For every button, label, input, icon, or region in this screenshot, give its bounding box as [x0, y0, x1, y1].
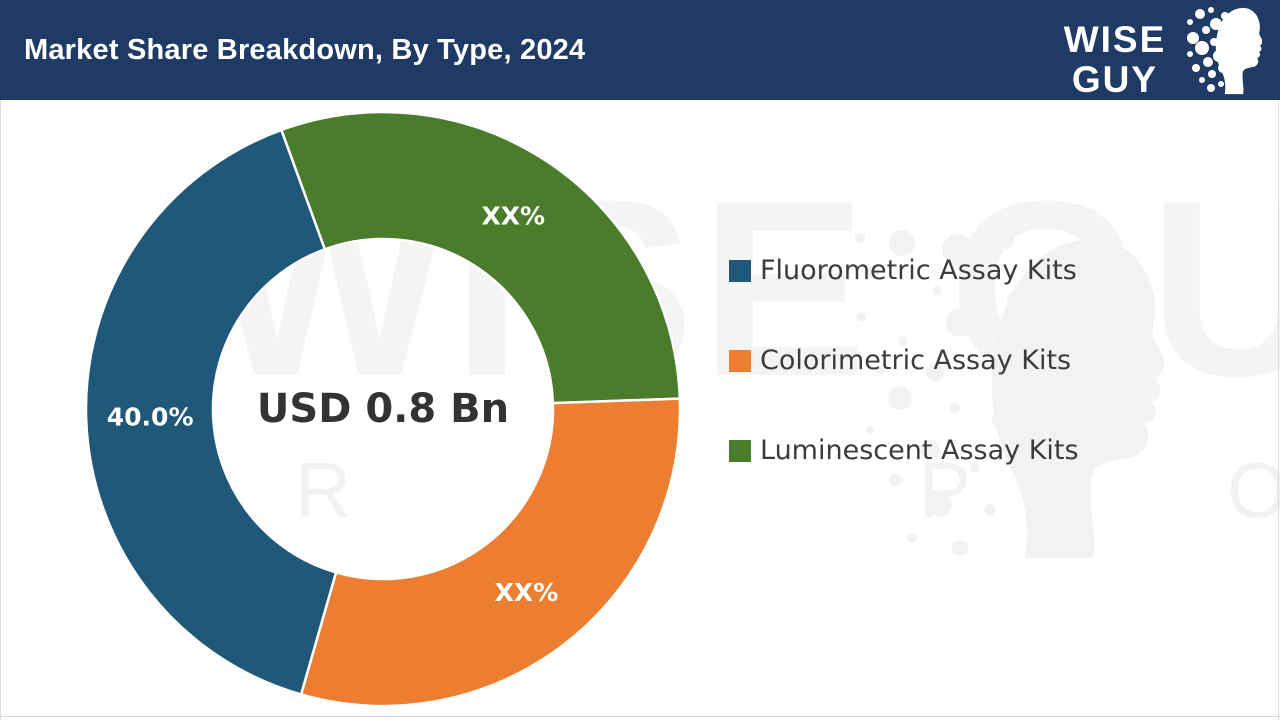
legend-label-colorimetric: Colorimetric Assay Kits — [760, 345, 1072, 376]
watermark-layer: WISE GUY R E P O R T S — [0, 100, 1280, 720]
legend-label-luminescent: Luminescent Assay Kits — [760, 435, 1079, 466]
legend-item-luminescent: Luminescent Assay Kits — [729, 436, 1079, 466]
page-border-right — [1278, 0, 1279, 720]
segment-value-label: 40.0% — [107, 403, 194, 432]
legend-label-fluorometric: Fluorometric Assay Kits — [760, 255, 1077, 286]
watermark-face-graphic — [855, 230, 1164, 558]
logo-face-icon — [1187, 7, 1262, 95]
segment-value-label: XX% — [481, 201, 545, 230]
legend-swatch-colorimetric — [729, 350, 751, 372]
logo-wiseguy-label: WISE GUY — [1063, 19, 1167, 100]
page-border-left — [0, 0, 1, 720]
wiseguy-logo: WISE GUY R E P O R T S — [1002, 0, 1262, 134]
wiseguy-logo-text: WISE GUY R E P O R T S — [1030, 19, 1200, 135]
segment-value-label: XX% — [495, 578, 559, 607]
legend-item-colorimetric: Colorimetric Assay Kits — [729, 346, 1079, 376]
legend-swatch-fluorometric — [729, 260, 751, 282]
watermark-face — [855, 230, 1164, 558]
chart-center-value: USD 0.8 Bn — [256, 386, 510, 432]
logo-reports-label: R E P O R T S — [1044, 102, 1192, 134]
page-title: Market Share Breakdown, By Type, 2024 — [24, 33, 586, 66]
donut-segment-fluorometric — [84, 128, 338, 696]
donut-segment-colorimetric — [299, 397, 682, 708]
header-bar: Market Share Breakdown, By Type, 2024 WI… — [0, 0, 1280, 134]
page-border-bottom — [0, 716, 1280, 717]
watermark-reports-text: R E P O R T S — [295, 446, 1280, 534]
donut-segment-luminescent — [280, 110, 682, 405]
legend-swatch-luminescent — [729, 440, 751, 462]
chart-legend: Fluorometric Assay Kits Colorimetric Ass… — [729, 256, 1079, 466]
legend-item-fluorometric: Fluorometric Assay Kits — [729, 256, 1079, 286]
